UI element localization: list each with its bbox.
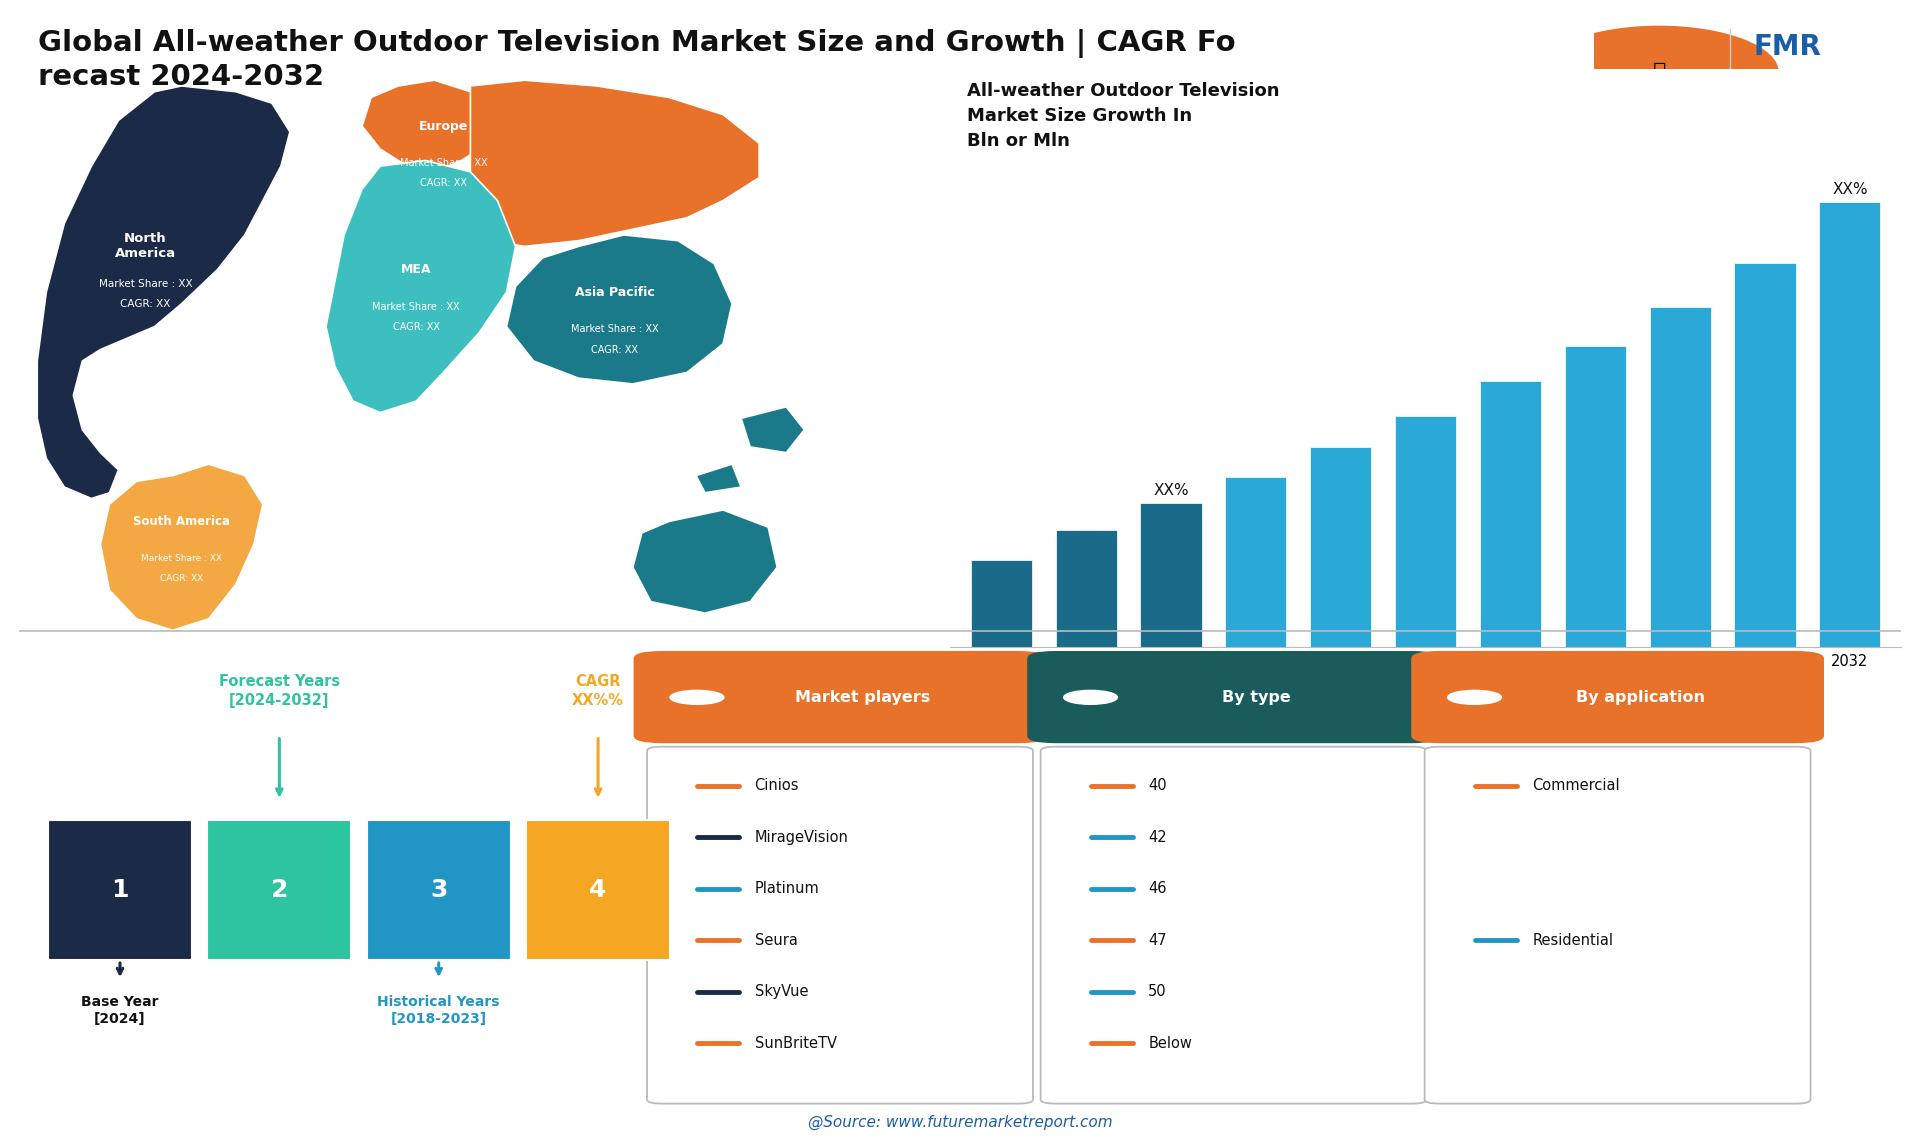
Text: 🔭: 🔭 [1653, 62, 1667, 83]
Text: 40: 40 [1148, 778, 1167, 793]
Text: Platinum: Platinum [755, 881, 820, 896]
Bar [972, 560, 1031, 647]
Text: MEA: MEA [401, 262, 432, 276]
Text: Market Share : XX: Market Share : XX [570, 324, 659, 335]
Circle shape [670, 690, 724, 705]
Polygon shape [507, 235, 732, 384]
Text: FUTURE MARKET REPORT: FUTURE MARKET REPORT [1732, 87, 1841, 96]
Text: CAGR: XX: CAGR: XX [159, 574, 204, 583]
Text: Historical Years
[2018-2023]: Historical Years [2018-2023] [378, 995, 499, 1027]
Text: Seura: Seura [755, 933, 797, 948]
Polygon shape [634, 510, 778, 613]
Polygon shape [695, 464, 741, 493]
Text: 42: 42 [1148, 830, 1167, 845]
Text: Market Share : XX: Market Share : XX [98, 278, 192, 289]
Text: Market Share : XX: Market Share : XX [142, 555, 223, 563]
FancyBboxPatch shape [647, 747, 1033, 1104]
FancyBboxPatch shape [1411, 651, 1824, 744]
Text: 2: 2 [271, 878, 288, 902]
Text: Market Share : XX: Market Share : XX [372, 301, 461, 312]
Text: SunBriteTV: SunBriteTV [755, 1036, 837, 1051]
Text: Forecast Years
[2024-2032]: Forecast Years [2024-2032] [219, 674, 340, 708]
Circle shape [1064, 690, 1117, 705]
Text: By type: By type [1223, 690, 1290, 705]
FancyBboxPatch shape [367, 821, 511, 960]
Text: Commercial: Commercial [1532, 778, 1620, 793]
Text: MirageVision: MirageVision [755, 830, 849, 845]
Polygon shape [470, 80, 758, 246]
Text: XX%: XX% [1832, 182, 1868, 197]
Circle shape [1448, 690, 1501, 705]
FancyBboxPatch shape [207, 821, 351, 960]
Bar [1565, 346, 1626, 647]
Polygon shape [36, 86, 290, 499]
FancyBboxPatch shape [634, 651, 1046, 744]
Text: 47: 47 [1148, 933, 1167, 948]
Text: By application: By application [1576, 690, 1705, 705]
Text: Base Year
[2024]: Base Year [2024] [81, 995, 159, 1027]
Bar [1480, 382, 1542, 647]
Polygon shape [100, 464, 263, 630]
Text: 50: 50 [1148, 984, 1167, 999]
Text: Residential: Residential [1532, 933, 1613, 948]
Bar [1820, 203, 1880, 647]
Text: 4: 4 [589, 878, 607, 902]
Polygon shape [326, 160, 515, 413]
Text: @Source: www.futuremarketreport.com: @Source: www.futuremarketreport.com [808, 1114, 1112, 1130]
Bar [1396, 416, 1455, 647]
Text: Europe: Europe [419, 119, 468, 133]
Text: 1: 1 [111, 878, 129, 902]
Bar [1734, 264, 1795, 647]
Text: All-weather Outdoor Television
Market Size Growth In
Bln or Mln: All-weather Outdoor Television Market Si… [968, 83, 1281, 150]
Text: SkyVue: SkyVue [755, 984, 808, 999]
Bar [1649, 307, 1711, 647]
Bar [1309, 447, 1371, 647]
Text: Below: Below [1148, 1036, 1192, 1051]
Text: CAGR: XX: CAGR: XX [121, 299, 171, 308]
Text: CAGR: XX: CAGR: XX [591, 345, 637, 354]
Text: CAGR: XX: CAGR: XX [394, 322, 440, 331]
FancyBboxPatch shape [526, 821, 670, 960]
Text: Market Share : XX: Market Share : XX [399, 158, 488, 168]
Bar [1056, 529, 1117, 647]
Text: Market players: Market players [795, 690, 931, 705]
Text: CAGR: XX: CAGR: XX [420, 179, 467, 188]
Text: 46: 46 [1148, 881, 1167, 896]
Text: XX%: XX% [1154, 484, 1188, 499]
Text: FMR: FMR [1753, 33, 1820, 61]
Bar [1140, 503, 1202, 647]
FancyBboxPatch shape [1027, 651, 1440, 744]
Text: 3: 3 [430, 878, 447, 902]
Polygon shape [741, 407, 804, 453]
Text: South America: South America [132, 515, 230, 528]
Text: CAGR
XX%%: CAGR XX%% [572, 674, 624, 708]
Bar [1225, 477, 1286, 647]
FancyBboxPatch shape [1425, 747, 1811, 1104]
FancyBboxPatch shape [1041, 747, 1427, 1104]
Circle shape [1540, 26, 1778, 118]
Text: North
America: North America [115, 233, 177, 260]
Text: Cinios: Cinios [755, 778, 799, 793]
Text: Global All-weather Outdoor Television Market Size and Growth | CAGR Fo
recast 20: Global All-weather Outdoor Television Ma… [38, 29, 1236, 92]
Text: Asia Pacific: Asia Pacific [574, 285, 655, 299]
FancyBboxPatch shape [48, 821, 192, 960]
Polygon shape [363, 80, 497, 172]
